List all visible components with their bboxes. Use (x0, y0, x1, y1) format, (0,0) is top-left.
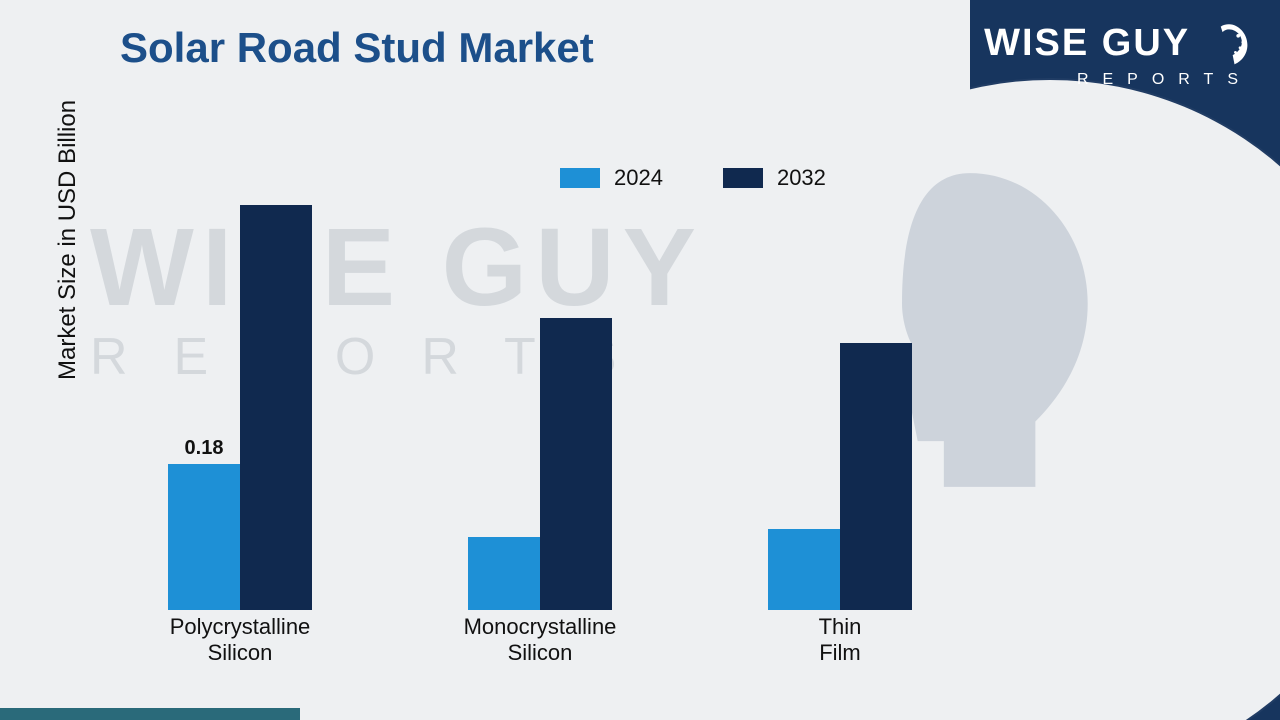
legend-label: 2024 (614, 165, 663, 191)
legend-item-2024: 2024 (560, 165, 663, 191)
bar (768, 529, 840, 610)
legend: 2024 2032 (560, 165, 826, 191)
bar: 0.18 (168, 464, 240, 610)
brand-bottom: REPORTS (984, 72, 1252, 88)
x-tick-label: MonocrystallineSilicon (430, 614, 650, 667)
x-tick-label: PolycrystallineSilicon (130, 614, 350, 667)
x-axis-labels: PolycrystallineSilicon MonocrystallineSil… (110, 614, 980, 674)
plot-area: 0.18 (110, 205, 980, 610)
bar (840, 343, 912, 610)
bar (468, 537, 540, 610)
brand-logo: WISE GUY REPORTS (984, 22, 1252, 88)
bar-value-label: 0.18 (168, 437, 240, 464)
bar (240, 205, 312, 610)
y-axis-label: Market Size in USD Billion (54, 100, 82, 380)
legend-item-2032: 2032 (723, 165, 826, 191)
legend-label: 2032 (777, 165, 826, 191)
legend-swatch (560, 168, 600, 188)
brain-icon (1206, 22, 1252, 68)
chart-title: Solar Road Stud Market (120, 24, 594, 72)
chart-canvas: WISE GUY REPORTS Solar Road Stud Market … (0, 0, 1280, 720)
legend-swatch (723, 168, 763, 188)
bar (540, 318, 612, 610)
brand-top: WISE GUY (984, 22, 1189, 64)
x-tick-label: ThinFilm (730, 614, 950, 667)
footer-accent (0, 708, 300, 720)
